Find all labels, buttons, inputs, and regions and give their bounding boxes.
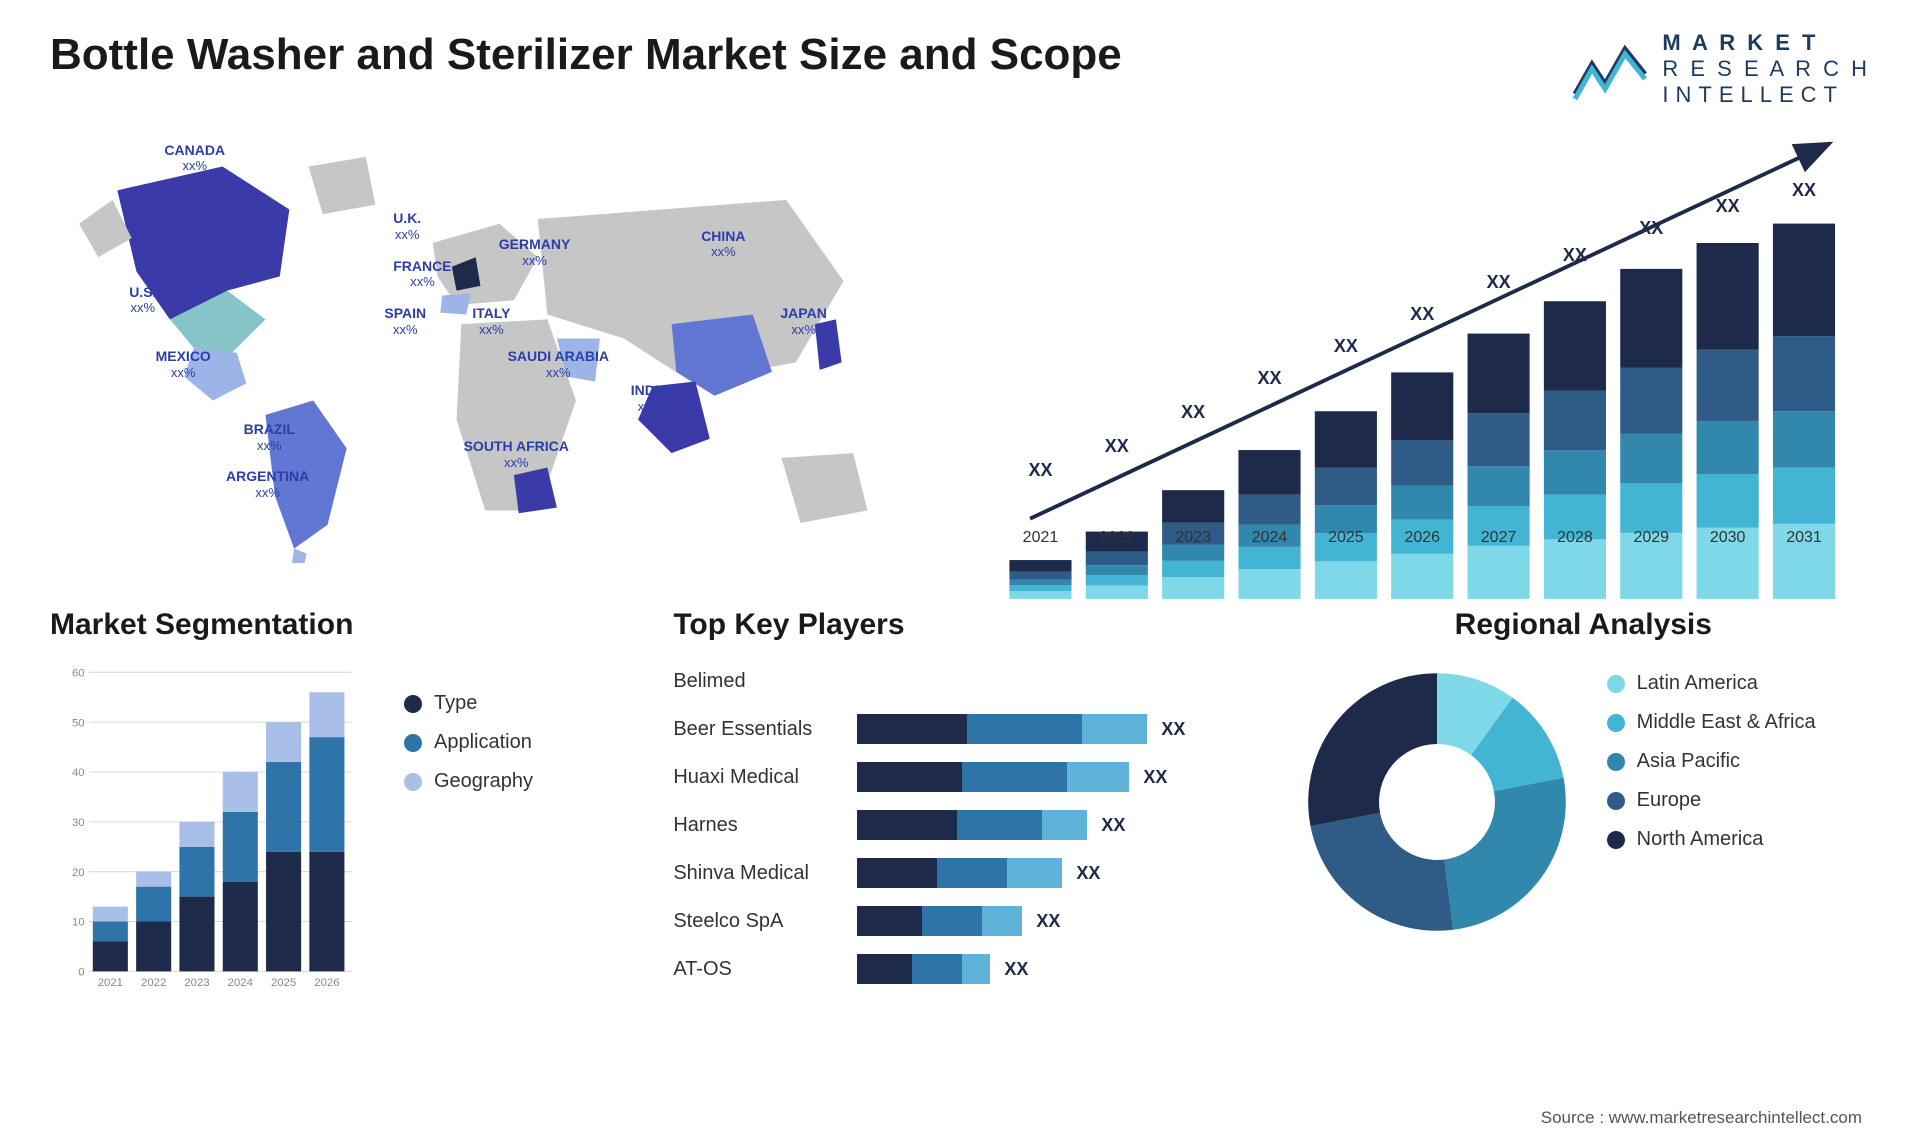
map-label: BRAZILxx% [244,421,295,453]
svg-text:2022: 2022 [141,977,166,989]
map-label: INDIAxx% [631,382,669,414]
forecast-value-label: XX [1563,245,1587,266]
forecast-value-label: XX [1716,196,1740,217]
forecast-value-label: XX [1639,218,1663,239]
svg-text:2021: 2021 [98,977,123,989]
svg-text:30: 30 [72,817,85,829]
forecast-chart: 2021 XX 2022 XX 2023 XX 2024 XX 2025 XX 2026 XX 2027… [990,133,1870,563]
map-label: U.K.xx% [393,210,421,242]
forecast-year-label: 2026 [1404,529,1440,547]
map-label: ARGENTINAxx% [226,468,309,500]
segmentation-legend: Type Application Geography [404,662,623,992]
player-value: XX [1036,911,1060,932]
forecast-year-label: 2028 [1557,529,1593,547]
regional-legend: Latin America Middle East & Africa Asia Pa… [1607,662,1818,867]
player-row: Belimed [673,662,1246,700]
segmentation-title: Market Segmentation [50,608,623,642]
player-label: Shinva Medical [673,862,843,885]
segmentation-chart: 0 10 20 30 40 50 60 2021 2022 2023 2024 2025 2026 [50,662,379,992]
player-row: Harnes XX [673,806,1246,844]
legend-item: Geography [404,770,623,793]
player-value: XX [1076,863,1100,884]
svg-text:50: 50 [72,717,85,729]
forecast-year-label: 2027 [1481,529,1517,547]
forecast-year-label: 2025 [1328,529,1364,547]
svg-text:20: 20 [72,867,85,879]
forecast-value-label: XX [1105,436,1129,457]
forecast-value-label: XX [1792,180,1816,201]
player-row: Beer Essentials XX [673,710,1246,748]
svg-text:2026: 2026 [314,977,339,989]
forecast-value-label: XX [1334,336,1358,357]
svg-text:2023: 2023 [184,977,209,989]
player-value: XX [1004,959,1028,980]
player-value: XX [1101,815,1125,836]
logo-icon [1570,34,1650,104]
forecast-year-label: 2030 [1710,529,1746,547]
player-row: Shinva Medical XX [673,854,1246,892]
legend-item: Application [404,731,623,754]
forecast-year-label: 2023 [1175,529,1211,547]
svg-text:10: 10 [72,917,85,929]
players-chart: BelimedBeer EssentialsXXHuaxi MedicalXXH… [673,662,1246,988]
map-label: GERMANYxx% [499,236,571,268]
map-label: CHINAxx% [701,228,745,260]
svg-text:0: 0 [78,967,84,979]
logo-line-2: R E S E A R C H [1662,56,1870,82]
player-label: Beer Essentials [673,718,843,741]
map-label: CANADAxx% [164,142,225,174]
logo-line-1: M A R K E T [1662,30,1870,56]
map-label: SAUDI ARABIAxx% [508,348,609,380]
map-label: SPAINxx% [384,305,426,337]
player-label: Harnes [673,814,843,837]
forecast-year-label: 2022 [1099,529,1135,547]
regional-donut-chart [1297,662,1577,942]
player-value: XX [1161,719,1185,740]
forecast-value-label: XX [1181,402,1205,423]
player-label: Huaxi Medical [673,766,843,789]
legend-item: Europe [1607,789,1818,812]
players-section: Top Key Players BelimedBeer EssentialsXX… [673,608,1246,1028]
legend-item: Asia Pacific [1607,750,1818,773]
logo-line-3: INTELLECT [1662,82,1870,108]
forecast-value-label: XX [1028,460,1052,481]
player-value: XX [1143,767,1167,788]
legend-item: North America [1607,828,1818,851]
source-line: Source : www.marketresearchintellect.com [1541,1108,1862,1128]
svg-text:40: 40 [72,767,85,779]
legend-item: Middle East & Africa [1607,711,1818,734]
world-map-panel: CANADAxx% U.S.xx% MEXICOxx% BRAZILxx% ARGENT… [50,133,930,563]
svg-text:2024: 2024 [228,977,253,989]
player-label: AT-OS [673,958,843,981]
map-label: U.S.xx% [129,284,156,316]
regional-section: Regional Analysis Latin AmericaMiddle Ea… [1297,608,1870,1028]
page-title: Bottle Washer and Sterilizer Market Size… [50,30,1122,80]
player-label: Belimed [673,670,843,693]
forecast-year-label: 2021 [1023,529,1059,547]
player-row: AT-OS XX [673,950,1246,988]
segmentation-bars: 0 10 20 30 40 50 60 2021 2022 2023 2024 2025 2026 [50,662,379,992]
svg-text:60: 60 [72,667,85,679]
forecast-year-label: 2024 [1252,529,1288,547]
forecast-value-label: XX [1410,304,1434,325]
map-label: MEXICOxx% [156,348,211,380]
legend-item: Type [404,692,623,715]
map-label: FRANCExx% [393,258,451,290]
player-label: Steelco SpA [673,910,843,933]
logo: M A R K E T R E S E A R C H INTELLECT [1570,30,1870,108]
forecast-year-label: 2031 [1786,529,1822,547]
forecast-year-label: 2029 [1633,529,1669,547]
forecast-value-label: XX [1487,272,1511,293]
svg-text:2025: 2025 [271,977,296,989]
map-label: JAPANxx% [780,305,826,337]
legend-item: Latin America [1607,672,1818,695]
player-row: Huaxi Medical XX [673,758,1246,796]
player-row: Steelco SpA XX [673,902,1246,940]
map-label: ITALYxx% [472,305,510,337]
segmentation-section: Market Segmentation 0 10 20 30 40 50 60 2021 202… [50,608,623,1028]
forecast-value-label: XX [1258,368,1282,389]
map-label: SOUTH AFRICAxx% [464,438,569,470]
